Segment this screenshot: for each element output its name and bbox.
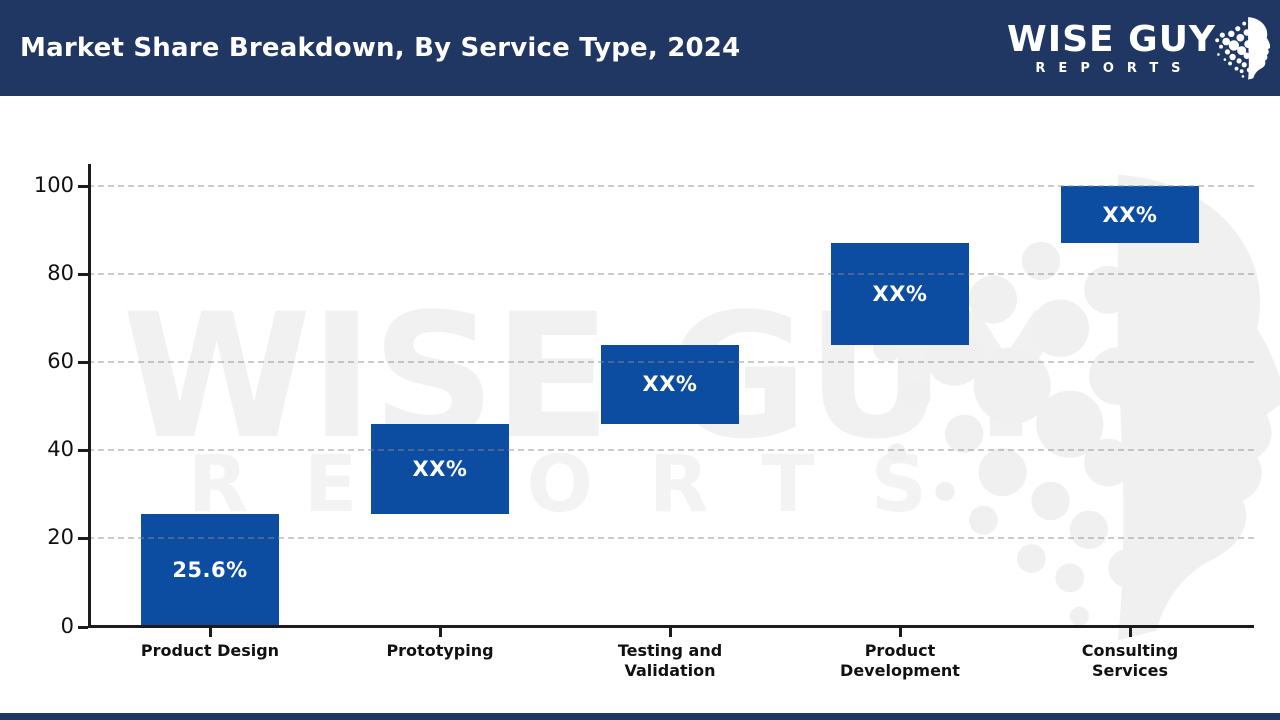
logo-dotted-head-icon	[1215, 17, 1270, 80]
y-axis-tick-20	[78, 537, 88, 541]
bar-value-label: XX%	[872, 281, 928, 306]
y-tick-label-100: 100	[33, 173, 74, 197]
x-category-label-4: Consulting Services	[1081, 641, 1179, 680]
x-axis-tick-0	[208, 628, 212, 637]
gridline-60	[88, 361, 1254, 364]
watermark-dotted-head-icon	[873, 174, 1280, 641]
page-title: Market Share Breakdown, By Service Type,…	[20, 33, 741, 63]
bar-value-label: XX%	[412, 456, 468, 481]
y-axis-tick-100	[78, 185, 88, 188]
y-axis-tick-80	[78, 273, 88, 277]
logo-wordmark: WISE GUY	[1006, 18, 1216, 60]
y-tick-label-40: 40	[47, 437, 74, 462]
y-axis-tick-0	[78, 625, 88, 629]
wise-guy-reports-logo: WISE GUY REPORTS	[1007, 4, 1270, 92]
x-category-label-2: Testing and Validation	[617, 641, 723, 680]
bar-prototyping: XX%	[371, 423, 509, 514]
bar-consulting-services: XX%	[1061, 186, 1199, 244]
x-category-label-1: Prototyping	[386, 641, 494, 660]
x-axis-tick-2	[668, 628, 672, 637]
gridline-40	[88, 449, 1254, 452]
x-axis	[88, 625, 1254, 628]
bar-product-development: XX%	[831, 243, 969, 345]
watermark-text-line2: REPORTS	[188, 440, 983, 530]
logo-subtitle: REPORTS	[1035, 60, 1194, 76]
x-axis-tick-3	[898, 628, 902, 637]
y-tick-label-20: 20	[47, 525, 74, 550]
gridline-20	[88, 537, 1254, 540]
gridline-100	[88, 185, 1254, 187]
bar-testing-and-validation: XX%	[601, 344, 739, 424]
gridline-80	[88, 273, 1254, 276]
logo-text: WISE GUY REPORTS	[1006, 18, 1216, 76]
y-tick-label-80: 80	[47, 261, 74, 286]
x-axis-tick-4	[1128, 628, 1132, 637]
x-category-label-0: Product Design	[140, 641, 280, 660]
bar-product-design: 25.6%	[141, 513, 279, 627]
y-axis-tick-60	[78, 361, 88, 365]
y-axis	[88, 164, 91, 628]
x-category-label-3: Product Development	[840, 641, 960, 680]
y-axis-tick-40	[78, 449, 88, 453]
y-tick-label-0: 0	[60, 613, 74, 638]
header-bar: Market Share Breakdown, By Service Type,…	[0, 0, 1280, 96]
x-axis-tick-1	[438, 628, 442, 637]
bar-value-label: XX%	[642, 372, 698, 397]
footer-bar	[0, 713, 1280, 720]
y-tick-label-60: 60	[47, 349, 74, 374]
bar-value-label: XX%	[1102, 202, 1158, 227]
bar-value-label: 25.6%	[172, 558, 248, 583]
